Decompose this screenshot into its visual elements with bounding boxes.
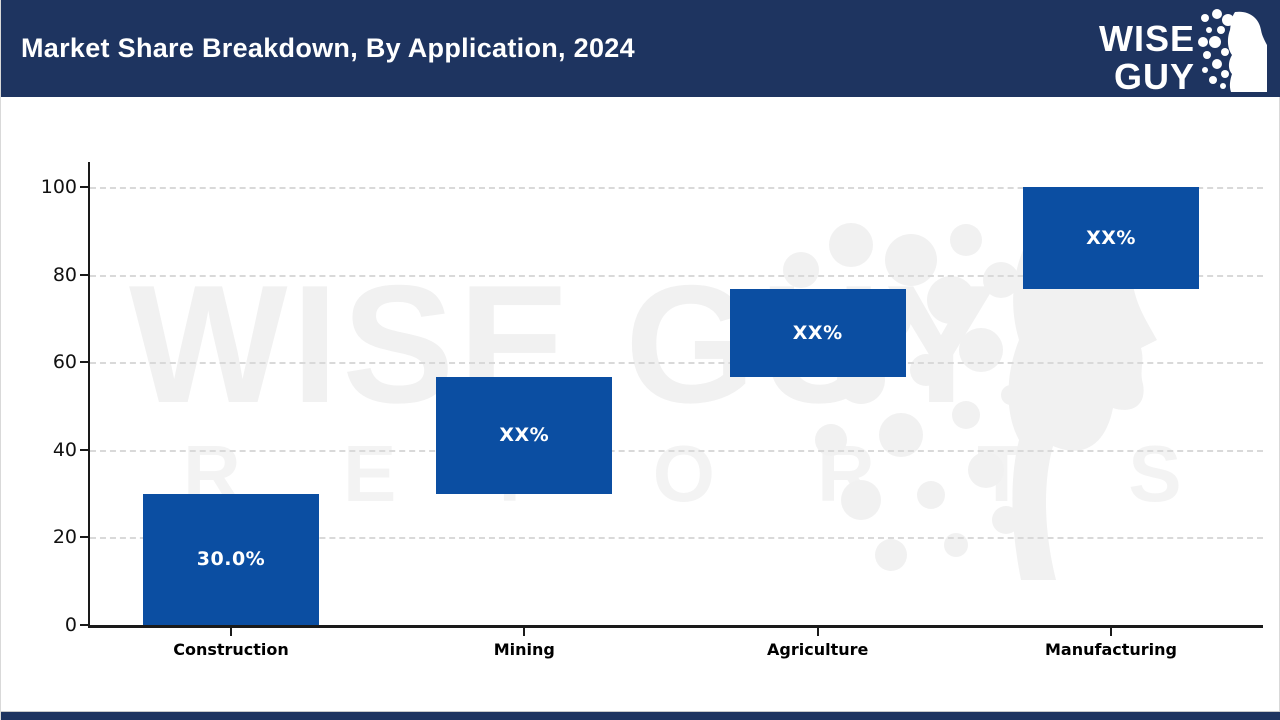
y-tick-label: 40: [52, 438, 77, 461]
x-category-label: Agriculture: [767, 640, 869, 659]
logo-subtext: REPORTS: [1058, 99, 1193, 113]
bar-value-label: XX%: [792, 321, 843, 344]
y-tick-label: 0: [64, 614, 77, 636]
bar-mining: XX%: [436, 376, 613, 494]
watermark-face-icon: [783, 219, 1157, 580]
y-tick-mark: [80, 448, 89, 451]
x-axis-spine: [89, 625, 1263, 628]
y-tick-label: 60: [52, 351, 77, 374]
x-category-label: Mining: [493, 640, 555, 659]
logo-wordmark: WISE GUY: [1098, 18, 1195, 97]
bar-value-label: XX%: [499, 424, 550, 447]
y-tick-mark: [80, 624, 89, 626]
gridline-60: [90, 362, 1263, 365]
bar-agriculture: XX%: [729, 288, 906, 377]
chart-plot: 30.0% XX% XX% XX% 0 20 40 60 80 100 Construction M…: [1, 97, 1280, 710]
bar-manufacturing: XX%: [1023, 187, 1199, 289]
bar-construction: 30.0%: [143, 493, 319, 625]
page-title: Market Share Breakdown, By Application, …: [21, 33, 635, 63]
y-axis-spine: [88, 162, 90, 628]
gridline-80: [90, 274, 1263, 277]
y-tick-mark: [80, 536, 89, 539]
x-tick-mark: [1110, 628, 1112, 636]
x-category-label: Construction: [173, 640, 289, 659]
gridline-40: [90, 449, 1263, 452]
x-tick-mark: [230, 628, 232, 636]
gridline-100: [90, 187, 1263, 189]
bar-value-label: XX%: [1086, 226, 1136, 249]
y-tick-mark: [80, 273, 89, 276]
y-tick-label: 80: [52, 263, 77, 286]
gridline-20: [90, 537, 1263, 540]
x-tick-mark: [816, 628, 819, 636]
header-bar: Market Share Breakdown, By Application, …: [1, 0, 1280, 113]
footer-bar: [1, 712, 1280, 720]
y-tick-mark: [80, 361, 89, 364]
x-tick-mark: [523, 628, 526, 636]
bar-value-label: 30.0%: [196, 548, 266, 571]
y-tick-label: 20: [52, 526, 77, 549]
logo-face-icon: [1198, 9, 1267, 92]
y-tick-mark: [80, 186, 89, 188]
y-tick-label: 100: [40, 176, 77, 198]
x-category-label: Manufacturing: [1045, 640, 1177, 659]
wiseguy-logo: WISE GUY REPORTS: [1017, 6, 1267, 113]
footer-divider: [1, 711, 1280, 712]
